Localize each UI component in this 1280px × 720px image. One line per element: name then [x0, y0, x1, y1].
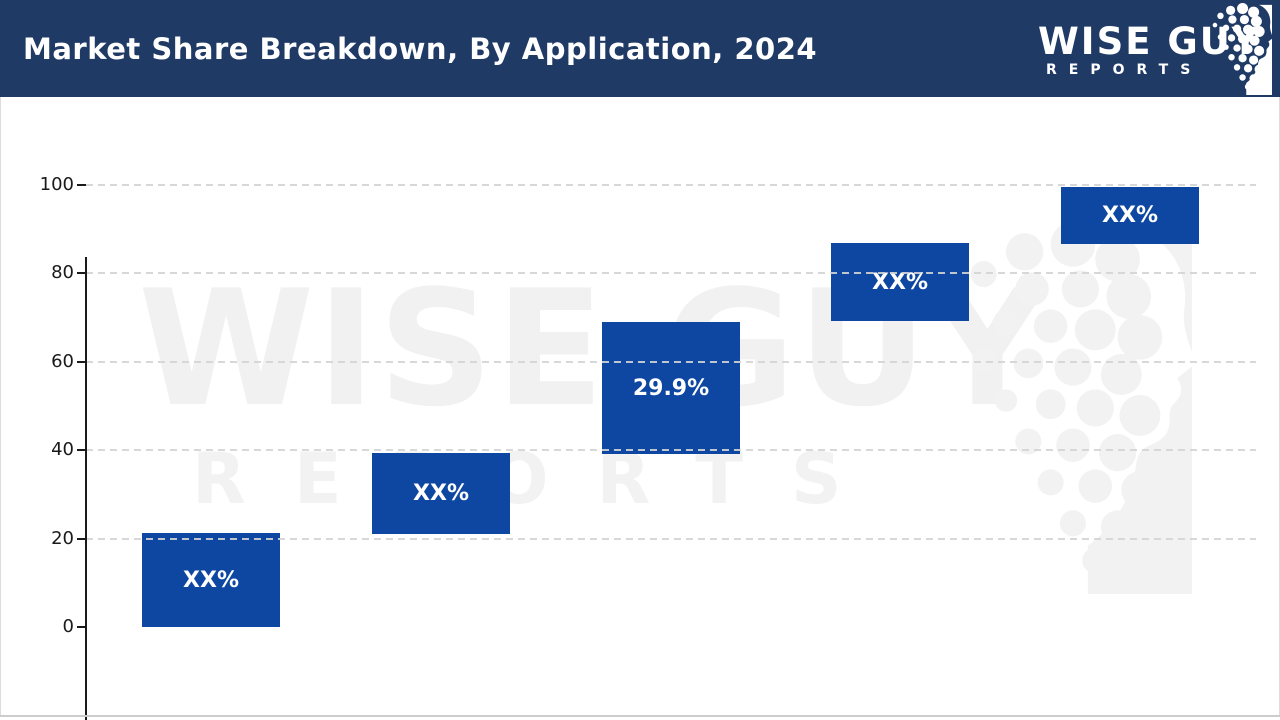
gridline-60 [86, 360, 1256, 363]
y-axis-tick-100 [77, 184, 86, 186]
bottom-border [0, 715, 1280, 717]
wise-guy-logo: WISE GUY REPORTS [1030, 0, 1280, 97]
y-tick-label-20: 20 [51, 527, 74, 549]
y-tick-label-0: 0 [62, 616, 74, 637]
waterfall-chart: 020406080100XX%XX%29.9%XX%XX%AerospaceAu… [0, 97, 1280, 720]
y-tick-label-60: 60 [51, 350, 74, 372]
gridline-100 [86, 184, 1256, 186]
bar-protective-clothing: 29.9% [602, 322, 740, 455]
bar-value-label: 29.9% [632, 375, 710, 401]
logo-wordmark: WISE GUY [1038, 20, 1261, 63]
y-axis-tick-0 [77, 626, 86, 628]
y-tick-label-100: 100 [39, 174, 74, 195]
y-tick-label-40: 40 [51, 439, 74, 461]
y-axis-tick-20 [77, 537, 86, 540]
gridline-80 [86, 272, 1256, 275]
bar-value-label: XX% [183, 567, 239, 593]
bar-aerospace: XX% [142, 533, 280, 627]
y-tick-label-80: 80 [51, 262, 74, 284]
bar-electrical-insulation: XX% [831, 242, 969, 322]
bar-value-label: XX% [413, 481, 469, 506]
header: Market Share Breakdown, By Application, … [0, 0, 1280, 97]
y-axis-line [85, 257, 87, 720]
gridline-40 [86, 449, 1256, 452]
bar-rope-and-cable: XX% [1061, 187, 1199, 245]
bar-automotive: XX% [372, 453, 510, 534]
left-border [0, 97, 1, 717]
page-title: Market Share Breakdown, By Application, … [23, 31, 818, 66]
y-axis-tick-60 [77, 360, 86, 363]
y-axis-tick-40 [77, 449, 86, 452]
gridline-20 [86, 537, 1256, 540]
bar-value-label: XX% [1102, 203, 1158, 229]
logo-subtitle: REPORTS [1046, 62, 1203, 78]
y-axis-tick-80 [77, 272, 86, 275]
dotted-head-icon [1180, 3, 1273, 96]
